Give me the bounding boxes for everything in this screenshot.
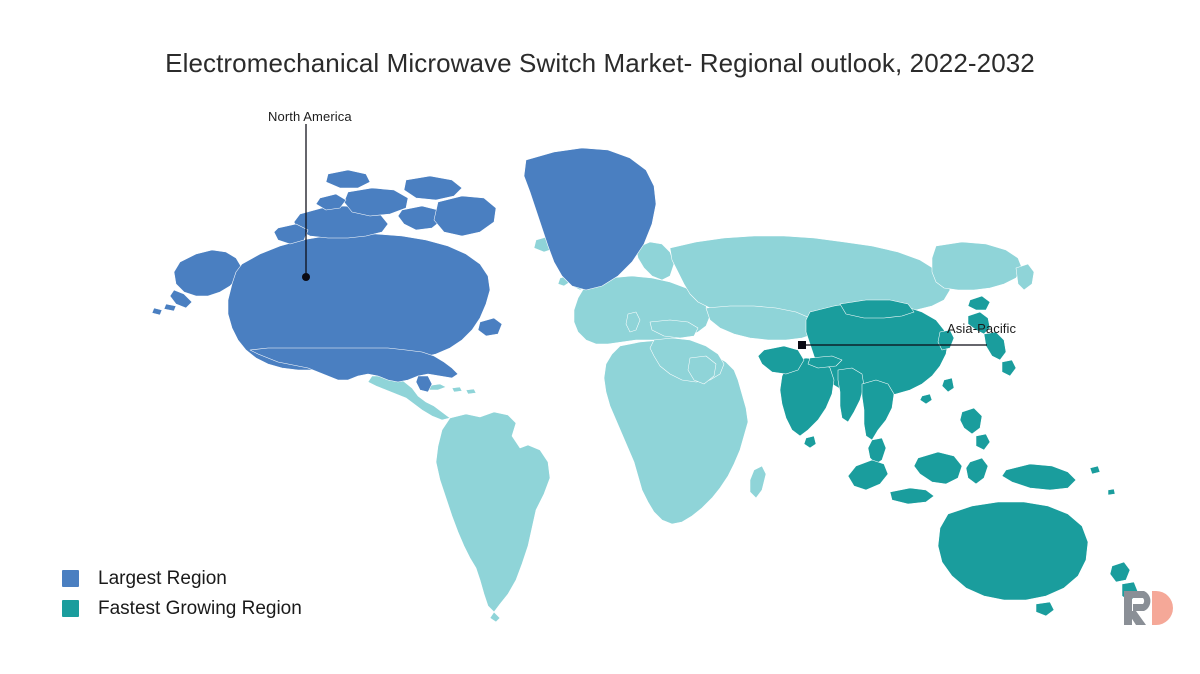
page-title: Electromechanical Microwave Switch Marke…: [165, 48, 1035, 78]
logo-letter-r-icon: [1124, 591, 1151, 625]
legend-swatch-largest-region: [62, 569, 79, 587]
map-legend: Largest Region Fastest Growing Region: [62, 563, 302, 623]
leader-line-north-america: [302, 124, 310, 281]
legend-label-fastest-growing-region: Fastest Growing Region: [98, 597, 302, 619]
map-label-north-america: North America: [268, 109, 352, 124]
legend-label-largest-region: Largest Region: [98, 567, 227, 589]
map-region-asia-pacific: [757, 295, 1139, 617]
brand-logo: [1124, 591, 1173, 625]
legend-item-fastest-growing-region: Fastest Growing Region: [62, 593, 302, 623]
map-region-rest-of-world: [367, 235, 1035, 623]
map-region-north-america: [151, 147, 657, 393]
legend-item-largest-region: Largest Region: [62, 563, 302, 593]
leader-line-asia-pacific: [798, 341, 987, 349]
map-label-asia-pacific: Asia-Pacific: [947, 321, 1017, 336]
world-map: [151, 147, 1139, 623]
logo-letter-d-icon: [1152, 591, 1173, 625]
legend-swatch-fastest-growing-region: [62, 599, 79, 617]
